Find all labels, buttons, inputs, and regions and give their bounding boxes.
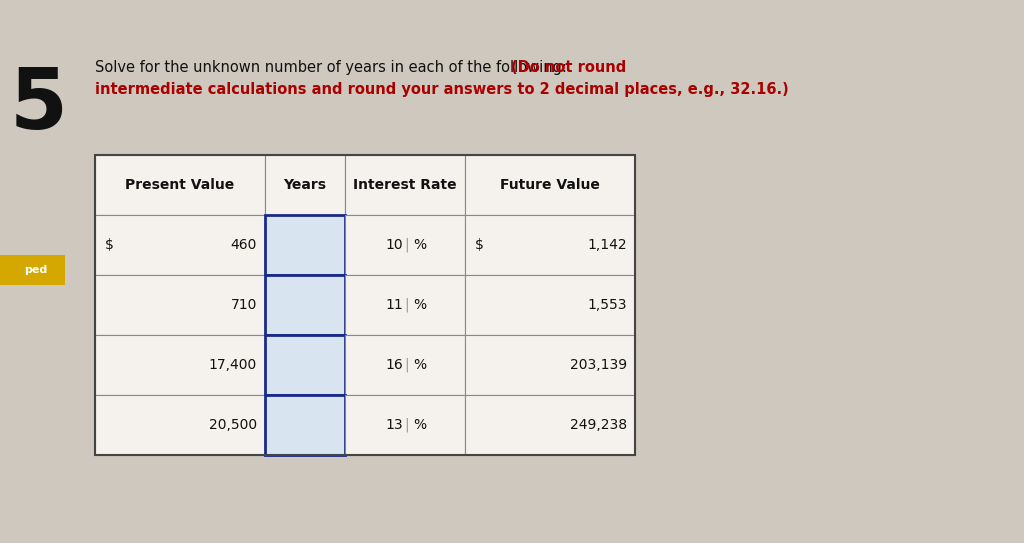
Text: intermediate calculations and round your answers to 2 decimal places, e.g., 32.1: intermediate calculations and round your…: [95, 82, 788, 97]
Text: 249,238: 249,238: [570, 418, 627, 432]
Text: 11: 11: [385, 298, 403, 312]
Text: %: %: [413, 418, 426, 432]
Text: 460: 460: [230, 238, 257, 252]
Text: |: |: [404, 298, 409, 312]
Text: ped: ped: [25, 265, 47, 275]
Text: 1,142: 1,142: [588, 238, 627, 252]
Text: %: %: [413, 358, 426, 372]
Text: %: %: [413, 238, 426, 252]
Text: %: %: [413, 298, 426, 312]
Text: 710: 710: [230, 298, 257, 312]
Text: 5: 5: [10, 65, 68, 146]
Text: |: |: [404, 358, 409, 372]
Text: (Do not round: (Do not round: [511, 60, 627, 75]
Text: $: $: [105, 238, 114, 252]
Text: Years: Years: [284, 178, 327, 192]
Text: |: |: [404, 418, 409, 432]
Text: $: $: [475, 238, 484, 252]
Text: 203,139: 203,139: [570, 358, 627, 372]
Text: Solve for the unknown number of years in each of the following:: Solve for the unknown number of years in…: [95, 60, 571, 75]
FancyBboxPatch shape: [0, 254, 71, 287]
Text: 17,400: 17,400: [209, 358, 257, 372]
Text: Present Value: Present Value: [125, 178, 234, 192]
Text: Interest Rate: Interest Rate: [353, 178, 457, 192]
Text: 16: 16: [385, 358, 403, 372]
Text: 13: 13: [385, 418, 403, 432]
Text: |: |: [404, 238, 409, 252]
Text: 1,553: 1,553: [588, 298, 627, 312]
Text: Future Value: Future Value: [500, 178, 600, 192]
Text: 20,500: 20,500: [209, 418, 257, 432]
Text: 10: 10: [385, 238, 403, 252]
